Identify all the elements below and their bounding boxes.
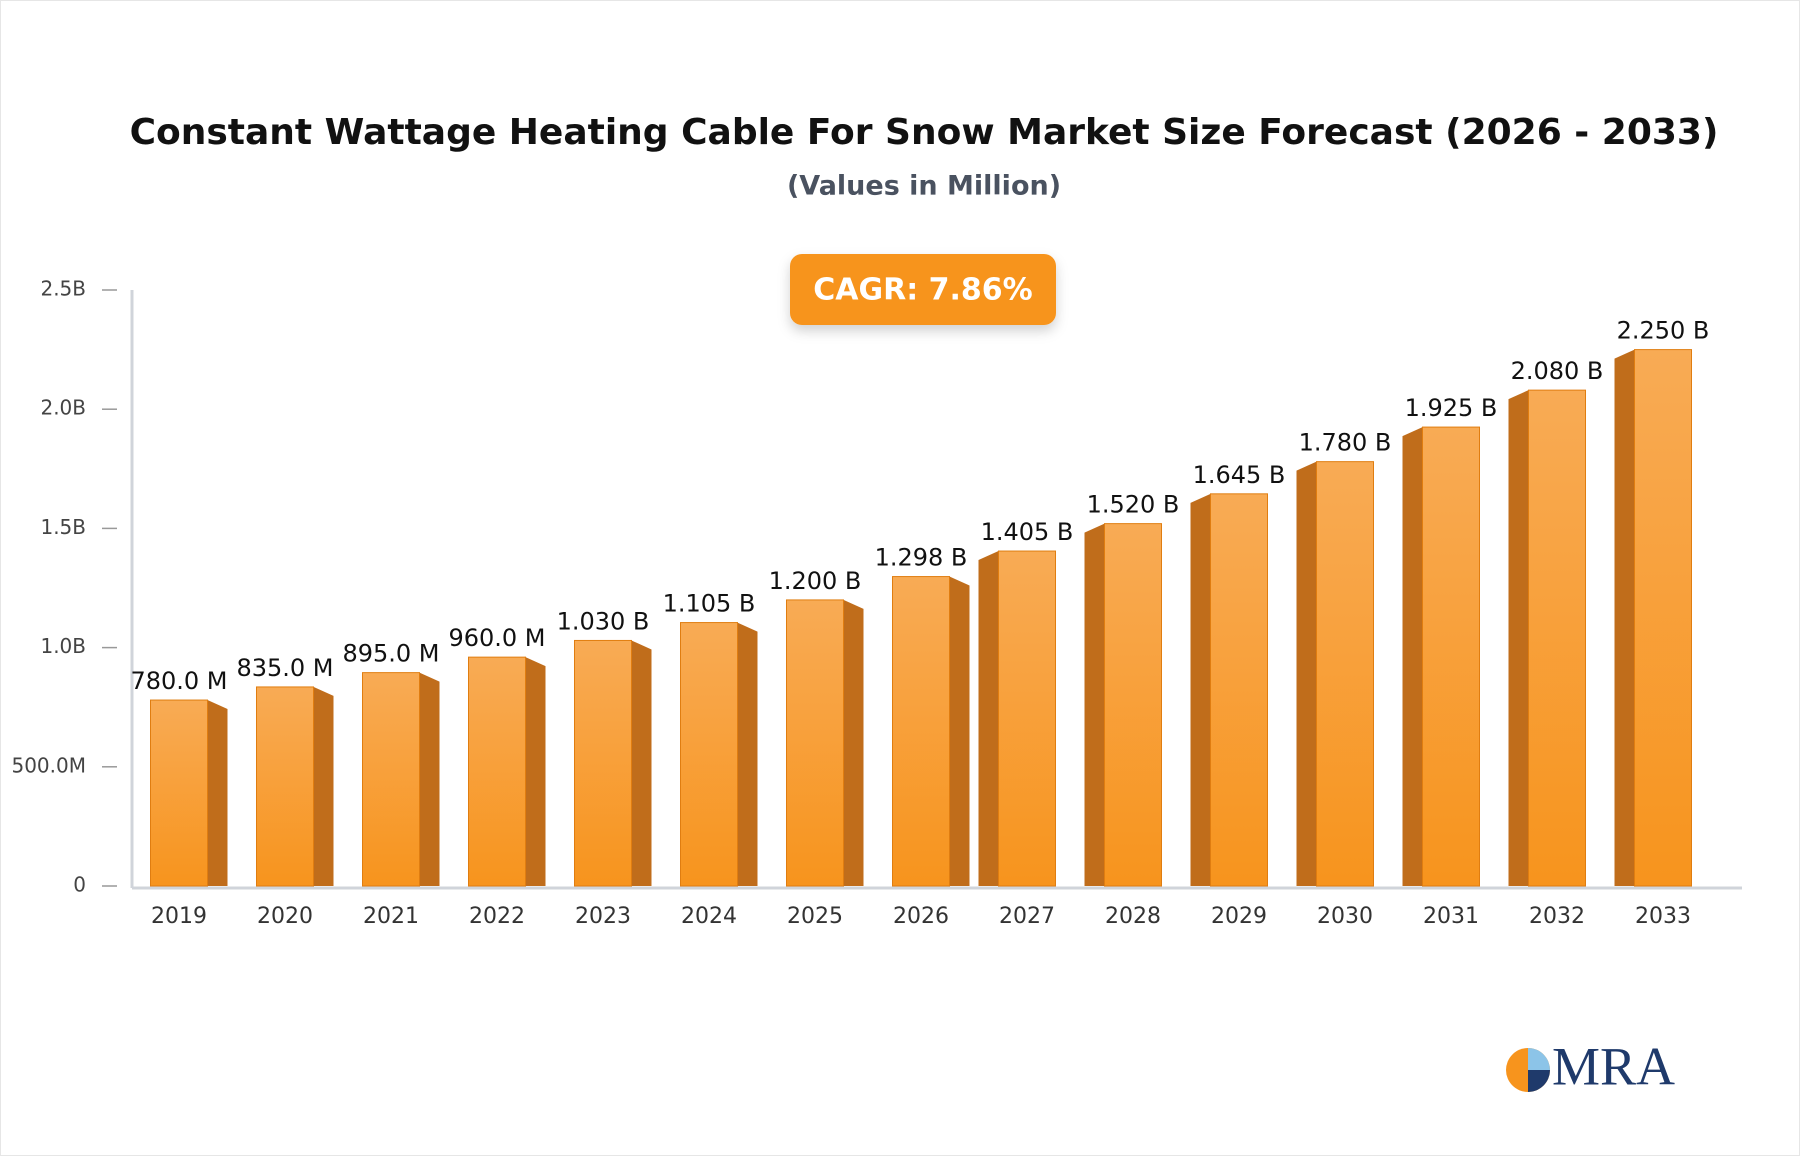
x-tick-label: 2032	[1529, 904, 1585, 929]
x-tick-label: 2029	[1211, 904, 1267, 929]
bar	[1210, 493, 1268, 887]
value-label: 1.030 B	[557, 607, 650, 635]
x-tick-label: 2022	[469, 904, 525, 929]
y-tick-label: 500.0M	[11, 753, 86, 777]
value-label: 1.298 B	[875, 544, 968, 572]
value-label: 1.520 B	[1087, 491, 1180, 519]
bar-side	[1508, 390, 1529, 886]
x-tick-label: 2021	[363, 904, 419, 929]
x-tick-label: 2020	[257, 904, 313, 929]
value-label: 1.200 B	[769, 567, 862, 595]
bar	[468, 656, 526, 887]
bar	[1316, 461, 1374, 887]
x-tick-label: 2025	[787, 904, 843, 929]
bar-side	[1296, 461, 1317, 886]
cagr-badge	[790, 254, 1056, 325]
value-label: 1.645 B	[1193, 461, 1286, 489]
logo-icon-part	[1528, 1070, 1550, 1092]
value-label: 1.780 B	[1299, 429, 1392, 457]
chart-subtitle: (Values in Million)	[787, 171, 1061, 202]
bar-side	[313, 686, 334, 886]
bar	[892, 576, 950, 887]
bar	[1104, 523, 1162, 887]
bar	[362, 672, 420, 887]
value-label: 1.105 B	[663, 590, 756, 618]
value-label: 2.250 B	[1617, 317, 1710, 345]
bar	[786, 599, 844, 887]
bar	[256, 686, 314, 887]
bar-side	[949, 576, 970, 886]
x-tick-label: 2024	[681, 904, 737, 929]
bar-side	[1190, 493, 1211, 886]
bar	[1422, 426, 1480, 887]
bar	[150, 699, 208, 887]
x-tick-label: 2031	[1423, 904, 1479, 929]
value-label: 835.0 M	[236, 654, 333, 682]
bar-side	[737, 622, 758, 886]
x-tick-label: 2028	[1105, 904, 1161, 929]
bar-side	[419, 672, 440, 886]
chart-title: Constant Wattage Heating Cable For Snow …	[130, 112, 1719, 153]
value-label: 2.080 B	[1511, 357, 1604, 385]
bar-side	[978, 551, 999, 886]
value-label: 895.0 M	[342, 640, 439, 668]
value-label: 960.0 M	[448, 624, 545, 652]
x-tick-label: 2019	[151, 904, 207, 929]
value-label: 1.925 B	[1405, 394, 1498, 422]
x-tick-label: 2023	[575, 904, 631, 929]
y-tick-label: 2.0B	[40, 396, 86, 420]
logo-icon-part	[1528, 1048, 1550, 1070]
y-tick-label: 1.0B	[40, 634, 86, 658]
logo-text: MRA	[1552, 1036, 1675, 1096]
x-tick-label: 2033	[1635, 904, 1691, 929]
value-label: 1.405 B	[981, 518, 1074, 546]
bar-side	[631, 640, 652, 886]
y-tick-label: 1.5B	[40, 515, 86, 539]
x-tick-label: 2027	[999, 904, 1055, 929]
value-label: 780.0 M	[130, 667, 227, 695]
bar	[574, 639, 632, 887]
bar-side	[207, 700, 228, 886]
bar	[1528, 389, 1586, 887]
x-tick-label: 2026	[893, 904, 949, 929]
y-tick-label: 2.5B	[40, 277, 86, 301]
bar	[1634, 349, 1692, 887]
bar-side	[1084, 523, 1105, 886]
bar-side	[525, 657, 546, 886]
cagr-label: CAGR: 7.86%	[813, 273, 1032, 308]
bar-side	[1614, 349, 1635, 887]
logo: MRA	[1506, 1036, 1675, 1096]
bar-side	[843, 599, 864, 886]
bar	[680, 622, 738, 887]
bar	[998, 550, 1056, 887]
y-tick-label: 0	[73, 873, 86, 897]
bar-side	[1402, 427, 1423, 886]
x-tick-label: 2030	[1317, 904, 1373, 929]
